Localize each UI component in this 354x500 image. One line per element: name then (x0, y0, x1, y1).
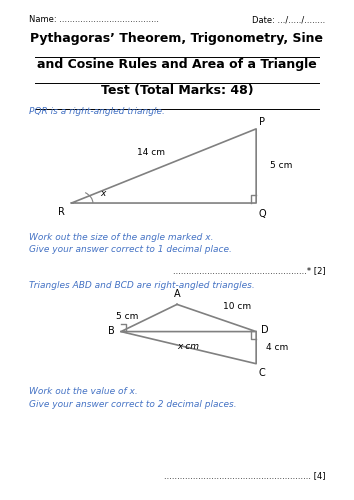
Text: B: B (108, 326, 115, 336)
Text: Date: .../...../........: Date: .../...../........ (252, 15, 325, 24)
Text: C: C (259, 368, 266, 378)
Text: x cm: x cm (178, 342, 200, 351)
Text: Q: Q (258, 209, 266, 219)
Text: Give your answer correct to 1 decimal place.: Give your answer correct to 1 decimal pl… (29, 245, 232, 254)
Text: Work out the size of the angle marked x.: Work out the size of the angle marked x. (29, 232, 213, 241)
Text: 10 cm: 10 cm (223, 302, 251, 311)
Text: ........................................................ [4]: ........................................… (164, 472, 325, 480)
Text: 5 cm: 5 cm (270, 162, 292, 170)
Text: P: P (259, 117, 265, 127)
Text: 4 cm: 4 cm (266, 343, 288, 352)
Text: Triangles ABD and BCD are right-angled triangles.: Triangles ABD and BCD are right-angled t… (29, 280, 254, 289)
Text: D: D (261, 324, 268, 334)
Text: Work out the value of x.: Work out the value of x. (29, 388, 137, 396)
Text: ...................................................* [2]: ........................................… (173, 266, 325, 275)
Text: PQR is a right-angled triangle.: PQR is a right-angled triangle. (29, 106, 165, 116)
Text: x: x (100, 189, 105, 198)
Text: Pythagoras’ Theorem, Trigonometry, Sine: Pythagoras’ Theorem, Trigonometry, Sine (30, 32, 324, 46)
Text: Give your answer correct to 2 decimal places.: Give your answer correct to 2 decimal pl… (29, 400, 236, 409)
Text: 14 cm: 14 cm (137, 148, 165, 157)
Text: 5 cm: 5 cm (116, 312, 138, 322)
Text: and Cosine Rules and Area of a Triangle: and Cosine Rules and Area of a Triangle (37, 58, 317, 71)
Text: R: R (58, 207, 65, 217)
Text: Name: ......................................: Name: ..................................… (29, 15, 159, 24)
Text: Test (Total Marks: 48): Test (Total Marks: 48) (101, 84, 253, 97)
Text: A: A (175, 290, 181, 300)
